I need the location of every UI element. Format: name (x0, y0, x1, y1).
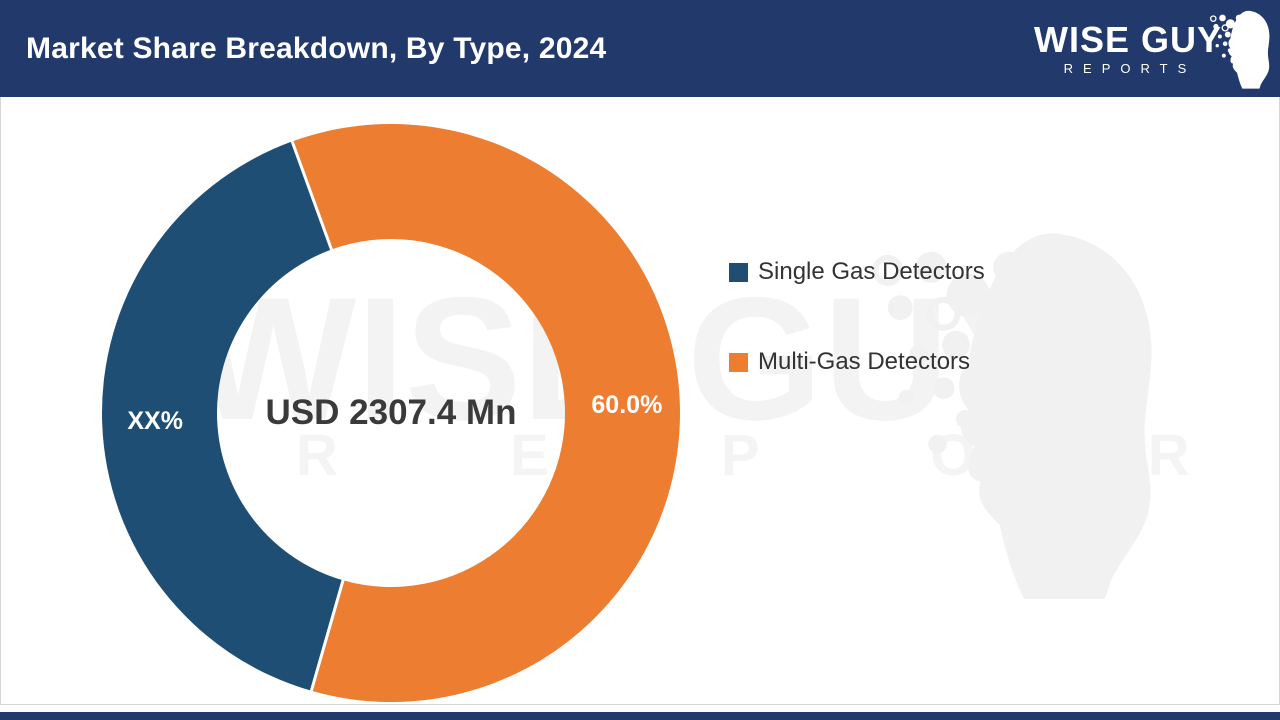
chart-canvas: WISE GUY R E P O R T S XX%60.0% USD 2307… (0, 97, 1280, 705)
page-title: Market Share Breakdown, By Type, 2024 (26, 31, 607, 65)
logo-subtitle: REPORTS (1063, 60, 1197, 76)
legend-label: Multi-Gas Detectors (758, 348, 971, 375)
pie-segment-multi-gas-detectors (292, 123, 681, 703)
logo-text: WISE GUY REPORTS (1033, 18, 1222, 76)
chart-center-value: USD 2307.4 Mn (265, 393, 517, 432)
chart-legend: Single Gas Detectors Multi-Gas Detectors (729, 260, 985, 440)
legend-item-single-gas: Single Gas Detectors (729, 260, 985, 284)
donut-chart: XX% 60.0% (102, 123, 681, 703)
header-bar: Market Share Breakdown, By Type, 2024 WI… (0, 0, 1280, 97)
logo-wordmark: WISE GUY (1033, 18, 1222, 60)
legend-swatch-single-gas (729, 262, 748, 282)
face-profile-dots-icon (1208, 9, 1274, 89)
legend-item-multi-gas: Multi-Gas Detectors (729, 350, 985, 374)
footer-gap (0, 705, 1280, 712)
segment-divider (309, 577, 346, 693)
donut-chart-container: XX% 60.0% USD 2307.4 Mn (99, 121, 683, 704)
watermark-face-icon (863, 213, 1173, 613)
footer-bar (0, 712, 1280, 720)
segment-value-label: XX% (127, 407, 183, 435)
wise-guy-reports-logo: WISE GUY REPORTS (1034, 9, 1274, 89)
pie-segment-single-gas-detectors (102, 141, 344, 691)
segment-divider (290, 139, 334, 252)
legend-label: Single Gas Detectors (758, 258, 985, 285)
segment-value-label: 60.0% (591, 391, 662, 419)
legend-swatch-multi-gas (729, 352, 748, 372)
